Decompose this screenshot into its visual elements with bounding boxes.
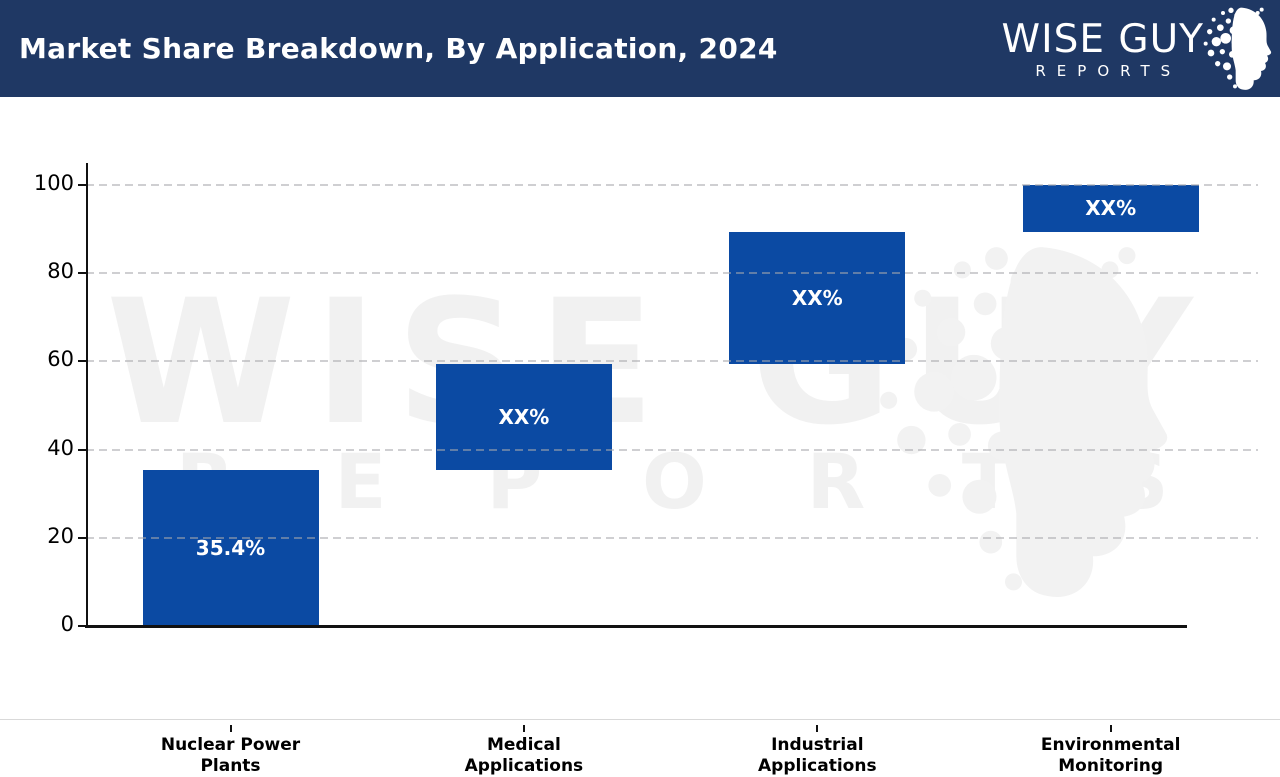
x-tick-label-line: Industrial <box>771 735 864 755</box>
y-tick <box>78 536 86 539</box>
x-tick-label-line: Plants <box>200 756 261 776</box>
bar-value-label: 35.4% <box>195 535 266 560</box>
x-tick <box>522 725 525 732</box>
gridline <box>86 360 1258 363</box>
x-axis-line <box>85 625 1187 628</box>
y-tick <box>78 184 86 186</box>
gridline <box>86 184 1258 186</box>
y-axis-line <box>86 163 88 628</box>
gridline <box>86 536 1258 539</box>
header: Market Share Breakdown, By Application, … <box>0 0 1280 97</box>
x-tick-label: Medical Applications <box>404 735 644 777</box>
y-tick-label: 0 <box>60 612 74 636</box>
y-tick-label: 100 <box>33 171 74 195</box>
x-tick <box>229 725 232 732</box>
brand-logo: WISE GUY REPORTS <box>1002 4 1274 94</box>
y-tick-label: 60 <box>47 347 74 372</box>
x-tick-label-line: Environmental <box>1040 735 1181 755</box>
brand-wordmark: WISE GUY REPORTS <box>1001 16 1204 80</box>
gridline <box>86 272 1258 275</box>
x-tick <box>1109 725 1112 732</box>
x-tick <box>816 725 819 732</box>
x-tick-label: Environmental Monitoring <box>991 735 1231 777</box>
y-tick <box>78 272 86 275</box>
bar: XX% <box>435 364 612 470</box>
brand-head-icon <box>1203 7 1272 90</box>
x-tick-label: Nuclear Power Plants <box>111 735 351 777</box>
x-tick-label-line: Applications <box>464 756 584 776</box>
y-tick <box>78 625 86 627</box>
bar: 35.4% <box>142 469 319 626</box>
bar: XX% <box>729 231 906 365</box>
brand-subtitle: REPORTS <box>1035 61 1182 80</box>
y-tick-label: 80 <box>47 259 74 284</box>
x-tick-label: Industrial Applications <box>697 735 937 777</box>
x-tick-label-line: Monitoring <box>1058 756 1164 776</box>
x-tick-label-line: Applications <box>758 756 877 776</box>
x-tick-label-line: Nuclear Power <box>160 735 301 755</box>
y-tick <box>78 360 86 363</box>
chart-title: Market Share Breakdown, By Application, … <box>19 32 778 65</box>
y-tick-label: 40 <box>47 435 74 460</box>
bar-value-label: XX% <box>791 285 843 310</box>
bar: XX% <box>1022 185 1199 232</box>
y-tick-label: 20 <box>47 523 74 548</box>
x-tick-label-line: Medical <box>486 735 561 755</box>
bar-value-label: XX% <box>498 404 550 429</box>
gridline <box>86 448 1258 451</box>
y-tick <box>78 448 86 451</box>
watermark-head-icon <box>880 247 1168 597</box>
brand-name: WISE GUY <box>1001 16 1204 62</box>
bar-value-label: XX% <box>1085 196 1137 221</box>
plot-area: 0 20 40 60 80 100 35.4% Nuclear Power Plants XX% M… <box>0 97 1280 776</box>
